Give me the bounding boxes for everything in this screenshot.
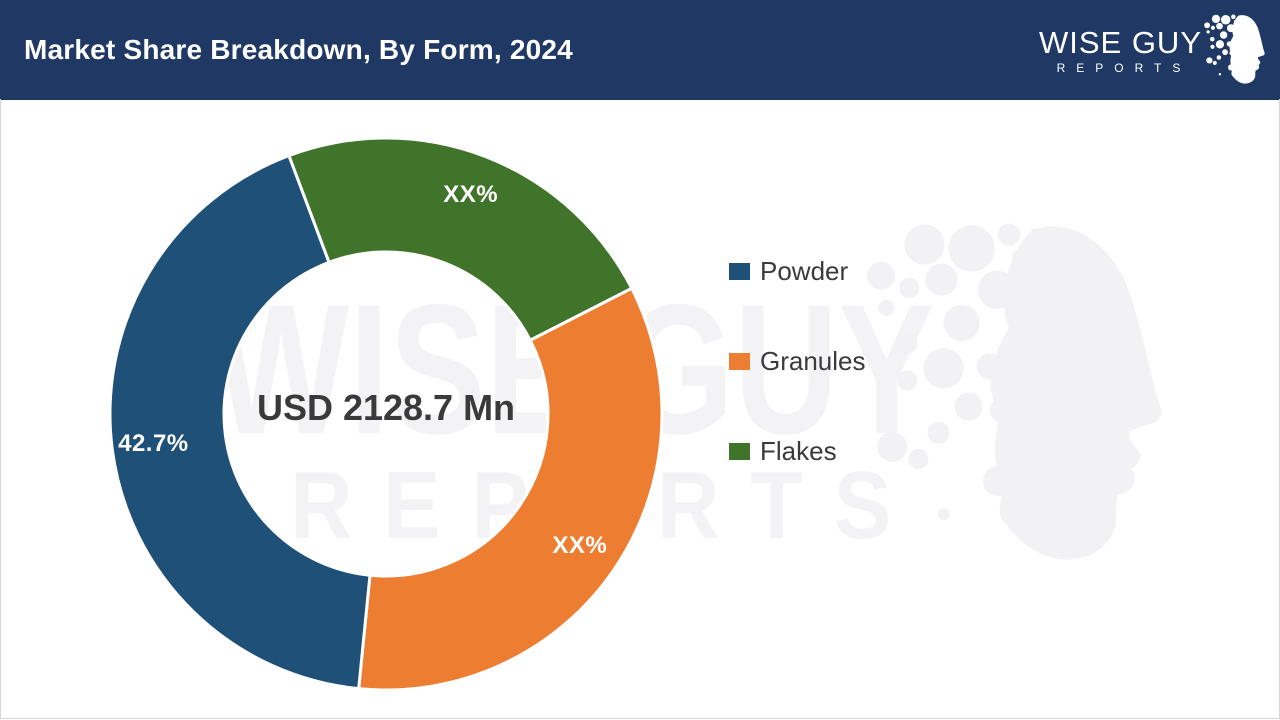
donut-ring [108, 136, 664, 692]
face-dot [908, 448, 929, 469]
face-dot [954, 392, 983, 421]
face-dot [1209, 36, 1215, 42]
face-dot [1226, 41, 1233, 47]
face-dot [989, 398, 1014, 423]
watermark-face-icon [867, 223, 1162, 560]
face-dot [867, 261, 896, 290]
legend-item-granules: Granules [729, 343, 866, 379]
legend-label-granules: Granules [760, 345, 866, 376]
face-dot [1237, 24, 1241, 27]
face-dot [925, 263, 958, 296]
face-dot [1011, 249, 1029, 266]
face-dot [899, 277, 920, 298]
face-dot [878, 299, 895, 316]
donut-segment-granules [357, 286, 664, 692]
chart-center-value: USD 2128.7 Mn [256, 387, 516, 428]
face-dot [1218, 73, 1222, 76]
face-dot [1229, 50, 1235, 56]
face-dot [1216, 55, 1222, 60]
face-dot [996, 367, 1015, 386]
face-dot [1204, 22, 1210, 29]
face-dot [977, 270, 1016, 309]
page-title: Market Share Breakdown, By Form, 2024 [24, 34, 573, 65]
face-dot [948, 225, 995, 272]
face-dot [877, 431, 908, 462]
face-dot [1220, 14, 1231, 25]
face-dot [1216, 22, 1223, 30]
face-dot [1210, 25, 1215, 30]
face-dot [923, 348, 964, 389]
brand-name: WISE GUY [1038, 24, 1202, 60]
face-dot [1230, 44, 1235, 48]
face-dot [937, 508, 950, 521]
face-dot [997, 223, 1021, 246]
slice-label-powder: 42.7% [118, 430, 189, 458]
header-bar: Market Share Breakdown, By Form, 2024 WI… [0, 0, 1280, 100]
brand-logo-text: WISE GUY REPORTS [1039, 25, 1202, 76]
legend-label-flakes: Flakes [760, 435, 837, 466]
brand-subtitle: REPORTS [1056, 61, 1192, 76]
face-dot [982, 465, 1013, 497]
face-dot [1233, 19, 1238, 24]
face-dot [1031, 271, 1044, 284]
face-dot [1211, 14, 1221, 24]
face-dot [1222, 49, 1228, 56]
face-dot [1215, 40, 1225, 49]
slice-label-granules: XX% [552, 532, 608, 560]
face-dot [895, 332, 918, 355]
brand-face-icon [1204, 14, 1265, 84]
face-dot [1227, 64, 1235, 71]
face-dot [1212, 60, 1217, 65]
face-dot [897, 370, 918, 391]
legend-item-powder: Powder [729, 253, 866, 289]
face-dot [1231, 14, 1236, 20]
face-profile-shape [1229, 15, 1265, 84]
donut-segment-flakes [287, 136, 634, 342]
face-dot [943, 304, 980, 342]
legend-item-flakes: Flakes [729, 433, 866, 469]
face-dot [1210, 44, 1215, 49]
face-dot [1226, 24, 1235, 33]
face-dot [1219, 31, 1228, 39]
face-dot [1020, 293, 1039, 312]
legend-swatch-powder [729, 262, 750, 280]
face-profile-shape [990, 226, 1162, 560]
donut-chart: USD 2128.7 Mn XX% XX% 42.7% [106, 134, 666, 694]
slice-label-flakes: XX% [443, 181, 499, 209]
face-dot [976, 353, 1003, 380]
face-dot [927, 421, 950, 444]
brand-logo: WISE GUY REPORTS [1039, 6, 1266, 94]
face-dot [1206, 57, 1213, 64]
face-dot [1206, 30, 1210, 34]
face-dot [904, 224, 945, 265]
face-dot [1235, 29, 1240, 33]
legend-label-powder: Powder [760, 255, 849, 286]
legend-swatch-flakes [729, 442, 750, 460]
legend-swatch-granules [729, 352, 750, 370]
donut-segment-powder [108, 154, 372, 691]
chart-legend: Powder Granules Flakes [729, 253, 866, 523]
